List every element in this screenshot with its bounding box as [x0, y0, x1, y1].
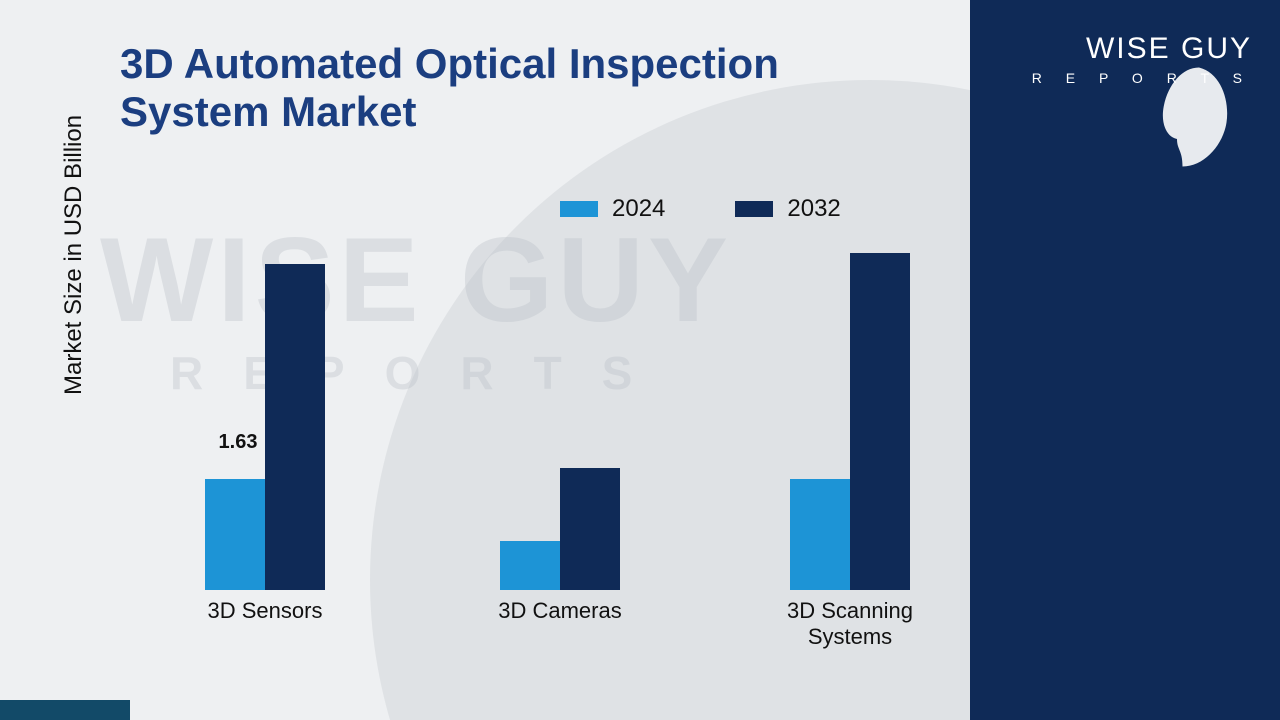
logo-head-icon	[1122, 62, 1232, 172]
bar	[790, 479, 850, 590]
bar-group	[205, 264, 325, 590]
legend-swatch-2024	[560, 201, 598, 217]
chart-title: 3D Automated Optical Inspection System M…	[120, 40, 870, 137]
x-axis-label: 3D Scanning Systems	[750, 598, 950, 650]
legend-label-2024: 2024	[612, 195, 665, 223]
bar	[205, 479, 265, 590]
bar-chart: 1.63	[110, 250, 930, 590]
x-axis-label: 3D Sensors	[165, 598, 365, 624]
bar	[500, 541, 560, 590]
legend-item-2032: 2032	[735, 195, 840, 223]
logo-line1: WISE GUY	[1032, 32, 1252, 66]
bar-group	[790, 253, 910, 590]
legend: 2024 2032	[560, 195, 841, 223]
y-axis-label: Market Size in USD Billion	[60, 115, 88, 395]
legend-label-2032: 2032	[787, 195, 840, 223]
legend-item-2024: 2024	[560, 195, 665, 223]
brand-logo: WISE GUY R E P O R T S	[1032, 32, 1252, 86]
bar	[560, 468, 620, 590]
bar-group	[500, 468, 620, 590]
x-axis-label: 3D Cameras	[460, 598, 660, 624]
footer-accent-bar	[0, 700, 130, 720]
bar	[265, 264, 325, 590]
legend-swatch-2032	[735, 201, 773, 217]
bar	[850, 253, 910, 590]
page: WISE GUY REPORTS 3D Automated Optical In…	[0, 0, 1280, 720]
value-label: 1.63	[219, 431, 258, 454]
